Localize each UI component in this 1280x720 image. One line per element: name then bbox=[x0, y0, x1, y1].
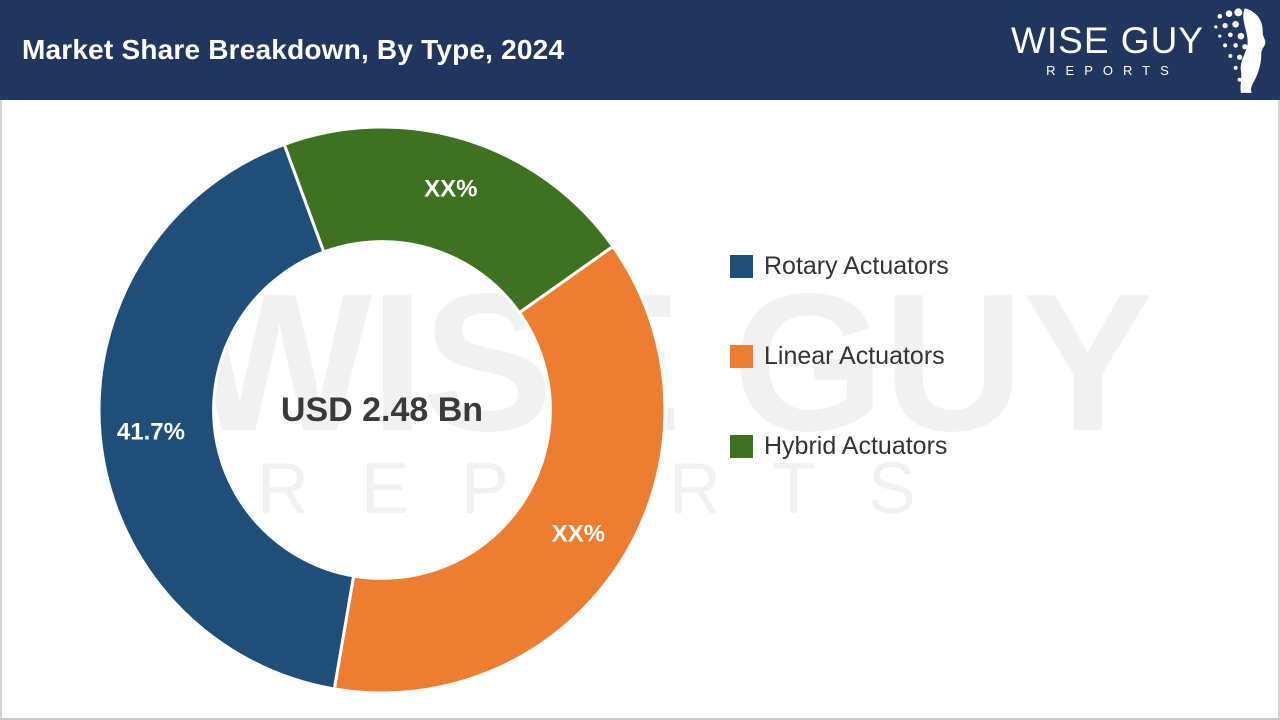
legend-swatch bbox=[730, 254, 753, 278]
slice-label: XX% bbox=[552, 521, 605, 548]
legend-item-rotary-actuators: Rotary Actuators bbox=[730, 251, 949, 281]
pie-slice-hybrid-actuators bbox=[282, 125, 616, 315]
pie-slice-rotary-actuators bbox=[97, 142, 356, 691]
brand-name: WISE GUY bbox=[1010, 20, 1204, 61]
pie-slice-linear-actuators bbox=[332, 244, 667, 695]
donut-chart: 41.7% XX% XX% USD 2.48 Bn bbox=[97, 125, 667, 695]
brand-subtitle: REPORTS bbox=[1046, 63, 1179, 78]
center-value-label: USD 2.48 Bn bbox=[281, 391, 483, 429]
slice-label: XX% bbox=[424, 175, 477, 202]
legend-swatch bbox=[730, 434, 753, 458]
legend-swatch bbox=[730, 344, 753, 368]
brand-text: WISE GUY REPORTS bbox=[1011, 22, 1204, 78]
face-dots-icon bbox=[1214, 8, 1266, 93]
legend-item-linear-actuators: Linear Actuators bbox=[730, 341, 949, 371]
legend-item-hybrid-actuators: Hybrid Actuators bbox=[730, 431, 949, 461]
brand-logo: WISE GUY REPORTS bbox=[1011, 0, 1266, 100]
header-bar: Market Share Breakdown, By Type, 2024 WI… bbox=[0, 0, 1280, 100]
legend-label: Hybrid Actuators bbox=[764, 431, 948, 460]
legend-label: Linear Actuators bbox=[764, 341, 945, 370]
slice-label: 41.7% bbox=[117, 418, 185, 445]
chart-panel: WISE GUY REPORTS 41.7%XX%XX% USD 2.48 Bn… bbox=[0, 100, 1280, 720]
legend: Rotary Actuators Linear Actuators Hybrid A… bbox=[730, 251, 949, 521]
page-title: Market Share Breakdown, By Type, 2024 bbox=[22, 34, 565, 65]
legend-label: Rotary Actuators bbox=[764, 251, 949, 280]
